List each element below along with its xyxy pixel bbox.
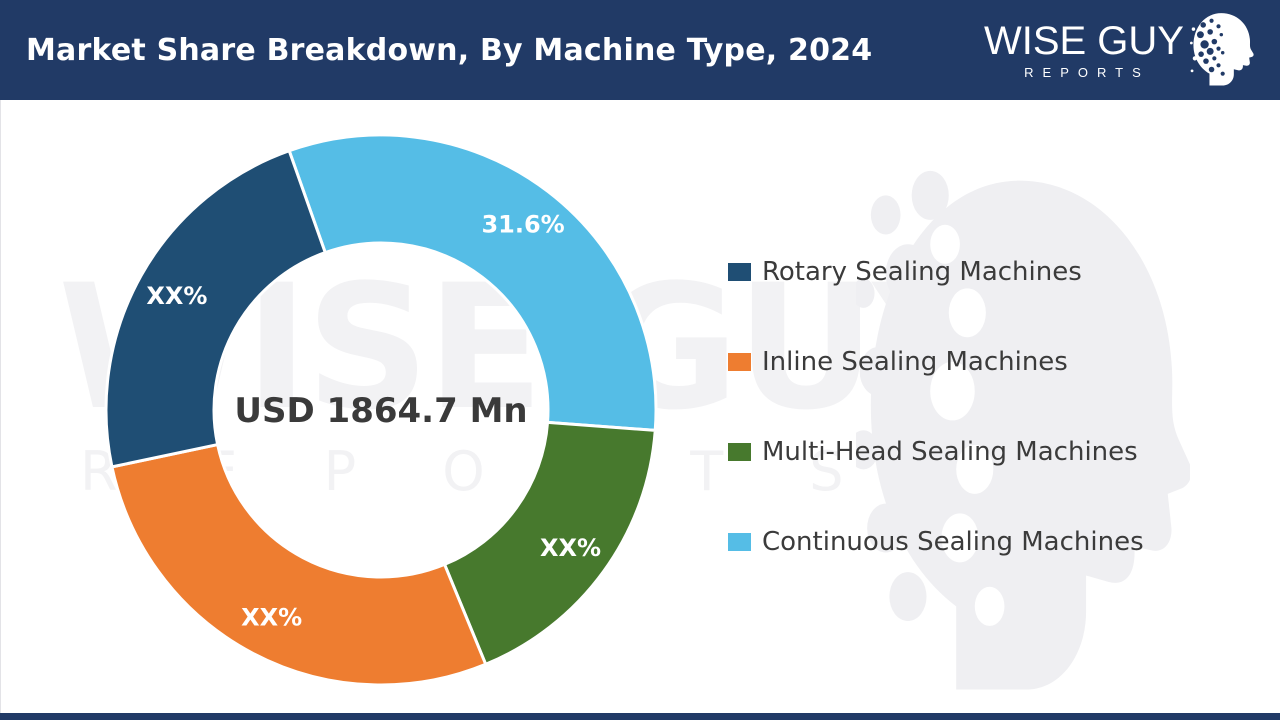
legend-swatch (728, 263, 751, 281)
brand-logo: WISE GUY REPORTS (984, 11, 1254, 89)
watermark-head-icon (856, 170, 1190, 690)
legend-item: Multi-Head Sealing Machines (728, 437, 1144, 467)
donut-segment-inline-sealing-machines (110, 443, 488, 687)
legend-item: Rotary Sealing Machines (728, 257, 1144, 287)
brand-subtitle: REPORTS (1024, 64, 1150, 80)
donut-segment-multi-head-sealing-machines (443, 420, 657, 666)
segment-label-rotary-sealing-machines: XX% (146, 282, 207, 310)
legend-swatch (728, 353, 751, 371)
legend-item: Continuous Sealing Machines (728, 527, 1144, 557)
legend-label: Rotary Sealing Machines (762, 257, 1082, 287)
brand-logo-text: WISE GUY REPORTS (984, 21, 1184, 80)
chart-legend: Rotary Sealing Machines Inline Sealing M… (728, 257, 1144, 618)
brand-name: WISE GUY (983, 18, 1184, 63)
segment-label-inline-sealing-machines: XX% (241, 604, 302, 632)
segment-label-multi-head-sealing-machines: XX% (540, 534, 601, 562)
donut-segment-rotary-sealing-machines (104, 149, 327, 469)
legend-label: Multi-Head Sealing Machines (762, 437, 1138, 467)
legend-label: Continuous Sealing Machines (762, 527, 1144, 557)
legend-item: Inline Sealing Machines (728, 347, 1144, 377)
donut-center-value: USD 1864.7 Mn (234, 391, 527, 431)
page-title: Market Share Breakdown, By Machine Type,… (26, 32, 873, 68)
footer-bar (0, 713, 1280, 720)
legend-swatch (728, 443, 751, 461)
header-bar: Market Share Breakdown, By Machine Type,… (0, 0, 1280, 100)
segment-label-continuous-sealing-machines: 31.6% (481, 211, 564, 239)
brand-head-icon (1190, 13, 1254, 86)
donut-segment-continuous-sealing-machines (287, 133, 658, 432)
content-left-edge (0, 100, 1, 713)
legend-swatch (728, 533, 751, 551)
legend-label: Inline Sealing Machines (762, 347, 1068, 377)
